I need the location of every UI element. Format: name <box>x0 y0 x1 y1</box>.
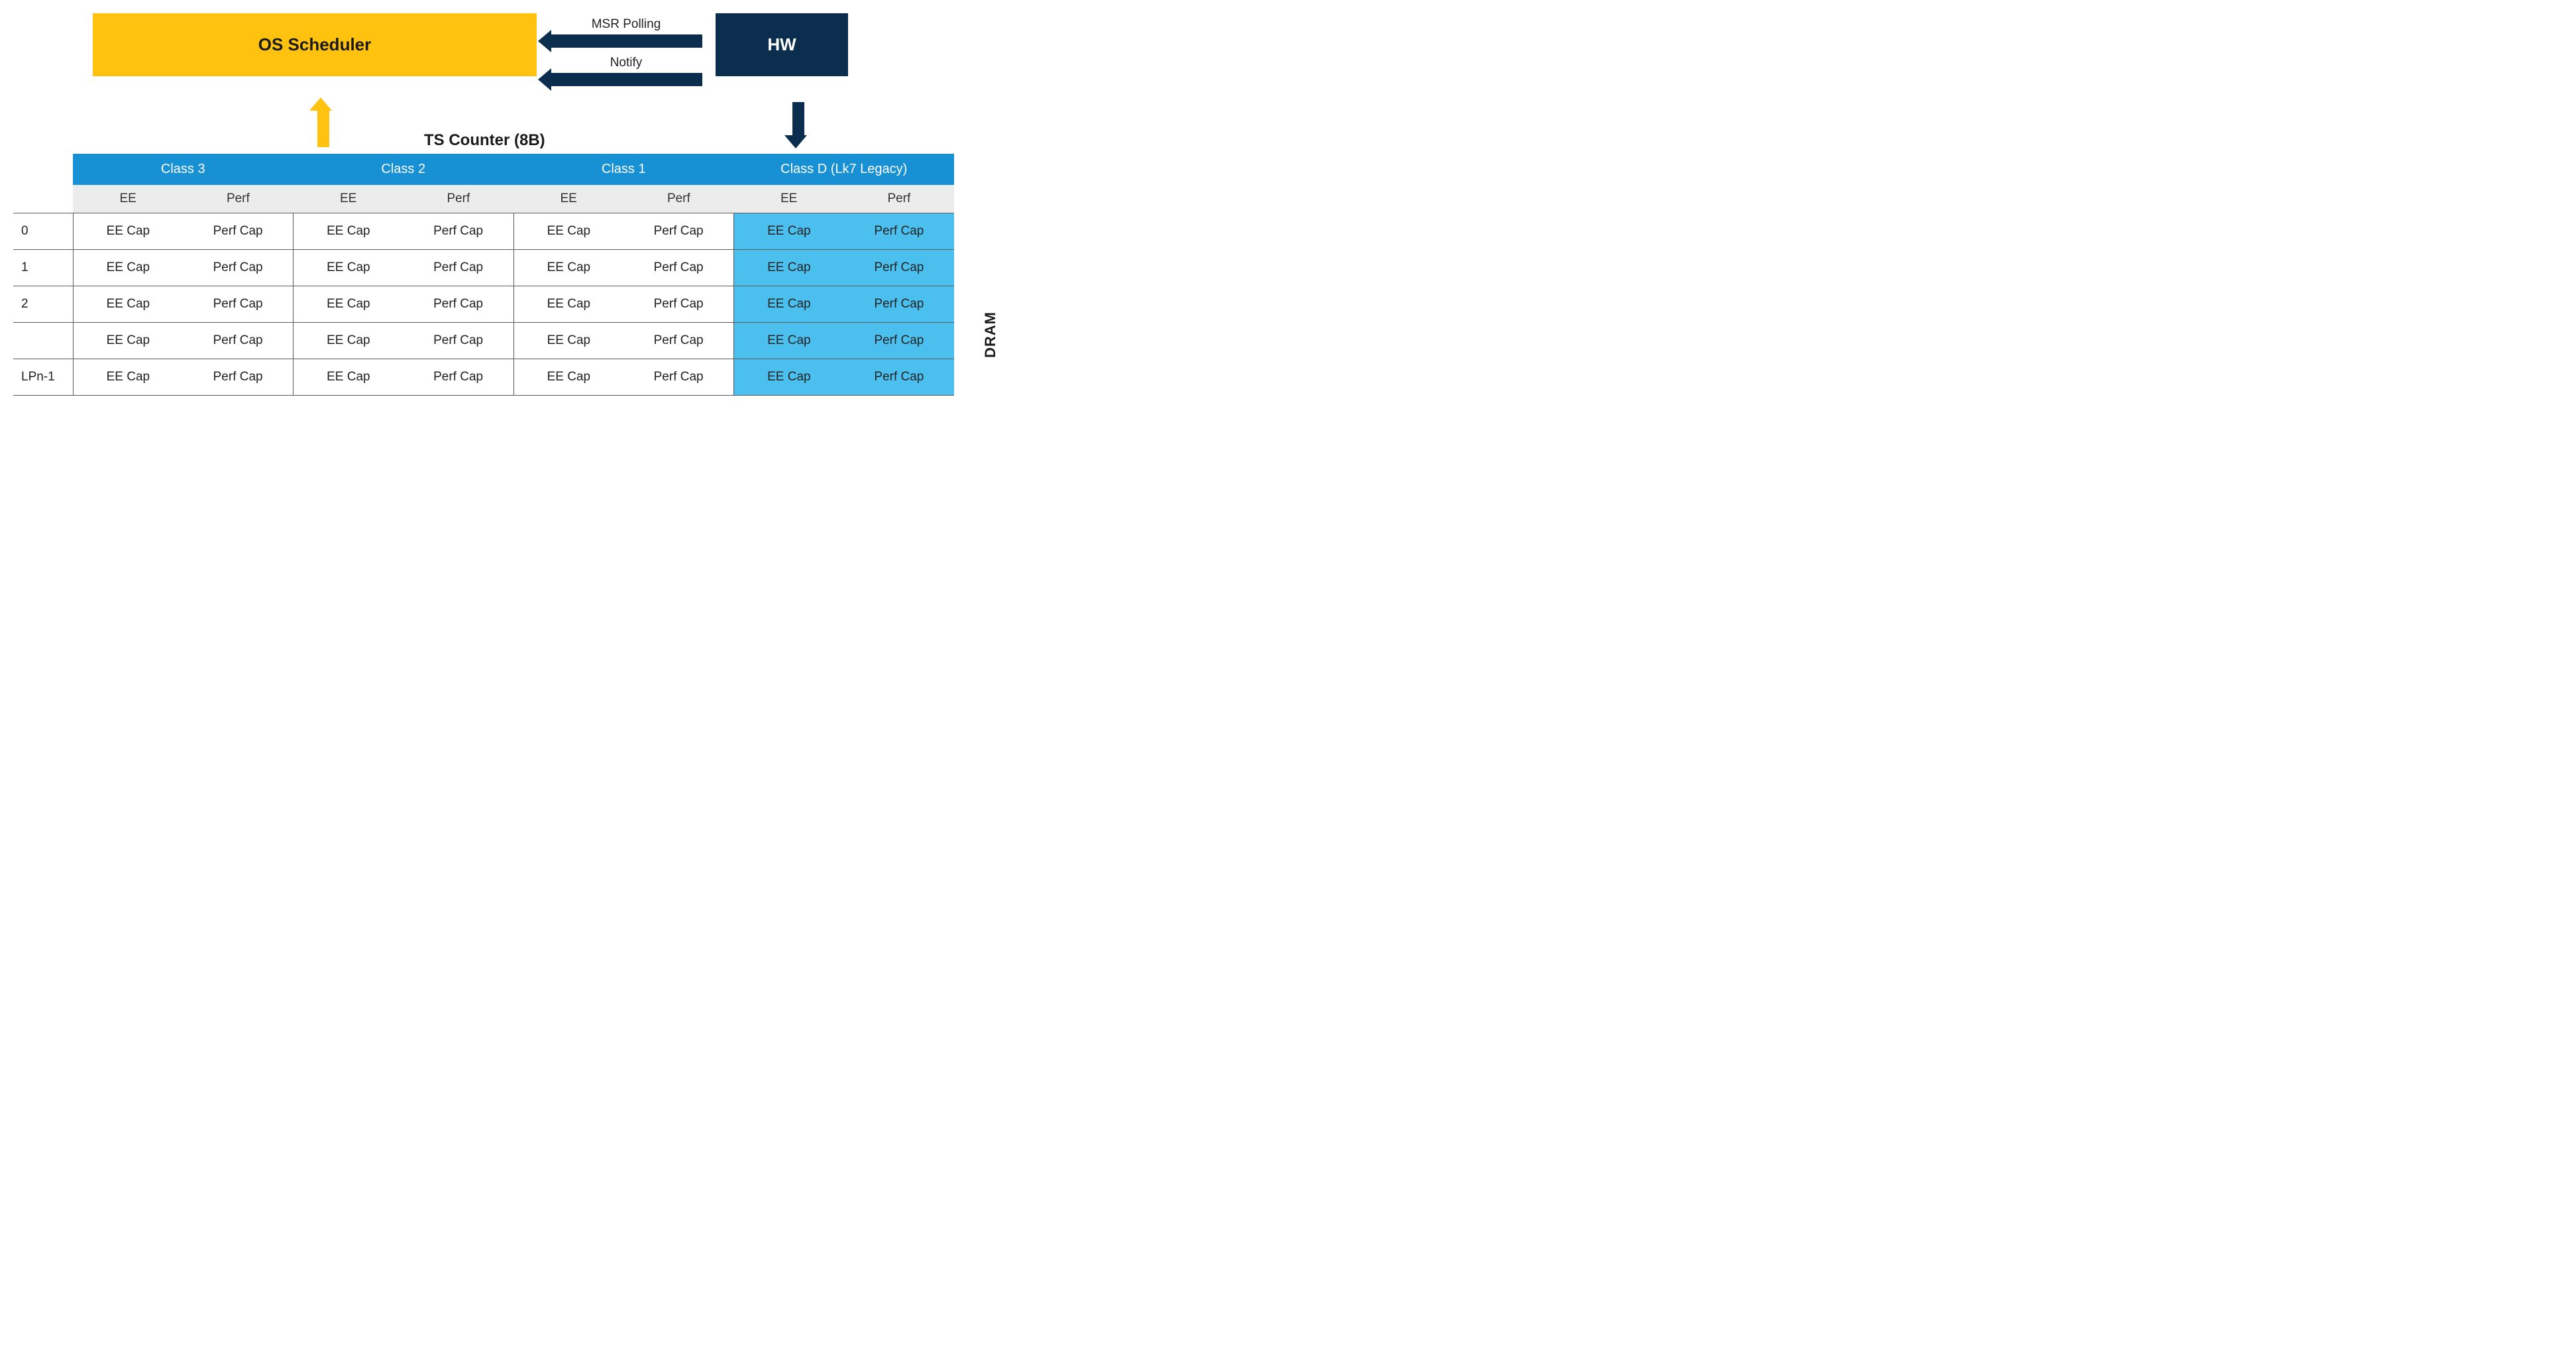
subhead-ee: EE <box>294 185 403 213</box>
perf-cap-cell: Perf Cap <box>844 323 954 359</box>
hw-box: HW <box>716 13 848 76</box>
table-row: 0EE CapPerf CapEE CapPerf CapEE CapPerf … <box>13 213 954 250</box>
capability-table: Class 3 Class 2 Class 1 Class D (Lk7 Leg… <box>13 154 954 396</box>
mid-row: TS Counter (8B) <box>93 101 954 154</box>
perf-cap-cell: Perf Cap <box>403 323 513 359</box>
msr-polling-label: MSR Polling <box>550 17 702 32</box>
ee-cap-cell: EE Cap <box>73 250 183 286</box>
class-header: Class 2 <box>294 154 514 185</box>
perf-cap-cell: Perf Cap <box>183 359 293 396</box>
perf-cap-cell: Perf Cap <box>844 250 954 286</box>
table-row: 2EE CapPerf CapEE CapPerf CapEE CapPerf … <box>13 286 954 323</box>
class-header: Class D (Lk7 Legacy) <box>734 154 955 185</box>
perf-cap-cell: Perf Cap <box>183 250 293 286</box>
ee-cap-cell: EE Cap <box>513 213 623 250</box>
row-index <box>13 323 73 359</box>
notify-label: Notify <box>550 56 702 70</box>
dram-label: DRAM <box>982 312 999 358</box>
subhead-ee: EE <box>734 185 844 213</box>
ee-cap-cell: EE Cap <box>294 323 403 359</box>
ee-cap-cell: EE Cap <box>294 250 403 286</box>
subhead-ee: EE <box>513 185 623 213</box>
subhead-perf: Perf <box>183 185 293 213</box>
ee-cap-cell: EE Cap <box>513 323 623 359</box>
ee-cap-cell: EE Cap <box>734 250 844 286</box>
os-scheduler-box: OS Scheduler <box>93 13 537 76</box>
subhead-perf: Perf <box>623 185 733 213</box>
arrow-left-msr-icon <box>550 34 702 48</box>
row-index: 2 <box>13 286 73 323</box>
row-index: LPn-1 <box>13 359 73 396</box>
perf-cap-cell: Perf Cap <box>623 359 733 396</box>
subhead-perf: Perf <box>844 185 954 213</box>
ts-counter-label: TS Counter (8B) <box>424 131 545 150</box>
ee-cap-cell: EE Cap <box>734 323 844 359</box>
subhead-ee: EE <box>73 185 183 213</box>
top-row: OS Scheduler MSR Polling Notify HW <box>93 13 954 94</box>
perf-cap-cell: Perf Cap <box>403 250 513 286</box>
ee-cap-cell: EE Cap <box>513 250 623 286</box>
arrow-up-yellow-icon <box>315 97 332 147</box>
perf-cap-cell: Perf Cap <box>623 286 733 323</box>
ee-cap-cell: EE Cap <box>73 359 183 396</box>
perf-cap-cell: Perf Cap <box>403 286 513 323</box>
table-row: LPn-1EE CapPerf CapEE CapPerf CapEE CapP… <box>13 359 954 396</box>
arrows-column: MSR Polling Notify <box>537 13 716 94</box>
perf-cap-cell: Perf Cap <box>844 286 954 323</box>
row-index: 1 <box>13 250 73 286</box>
arrow-down-blue-icon <box>790 102 807 148</box>
ee-cap-cell: EE Cap <box>734 286 844 323</box>
ee-cap-cell: EE Cap <box>513 359 623 396</box>
subhead-perf: Perf <box>403 185 513 213</box>
blank-cell <box>13 185 73 213</box>
row-index: 0 <box>13 213 73 250</box>
blank-cell <box>13 154 73 185</box>
ee-cap-cell: EE Cap <box>73 213 183 250</box>
table-row: EE CapPerf CapEE CapPerf CapEE CapPerf C… <box>13 323 954 359</box>
ee-cap-cell: EE Cap <box>513 286 623 323</box>
perf-cap-cell: Perf Cap <box>623 323 733 359</box>
class-header: Class 1 <box>513 154 734 185</box>
perf-cap-cell: Perf Cap <box>844 359 954 396</box>
perf-cap-cell: Perf Cap <box>844 213 954 250</box>
ee-cap-cell: EE Cap <box>294 213 403 250</box>
ee-cap-cell: EE Cap <box>73 286 183 323</box>
perf-cap-cell: Perf Cap <box>623 213 733 250</box>
perf-cap-cell: Perf Cap <box>623 250 733 286</box>
perf-cap-cell: Perf Cap <box>403 213 513 250</box>
class-header-row: Class 3 Class 2 Class 1 Class D (Lk7 Leg… <box>13 154 954 185</box>
ee-cap-cell: EE Cap <box>294 359 403 396</box>
ee-cap-cell: EE Cap <box>734 213 844 250</box>
ee-cap-cell: EE Cap <box>294 286 403 323</box>
perf-cap-cell: Perf Cap <box>403 359 513 396</box>
arrow-left-notify-icon <box>550 73 702 86</box>
ee-cap-cell: EE Cap <box>734 359 844 396</box>
class-header: Class 3 <box>73 154 294 185</box>
sub-header-row: EE Perf EE Perf EE Perf EE Perf <box>13 185 954 213</box>
table-row: 1EE CapPerf CapEE CapPerf CapEE CapPerf … <box>13 250 954 286</box>
ee-cap-cell: EE Cap <box>73 323 183 359</box>
perf-cap-cell: Perf Cap <box>183 213 293 250</box>
perf-cap-cell: Perf Cap <box>183 286 293 323</box>
perf-cap-cell: Perf Cap <box>183 323 293 359</box>
